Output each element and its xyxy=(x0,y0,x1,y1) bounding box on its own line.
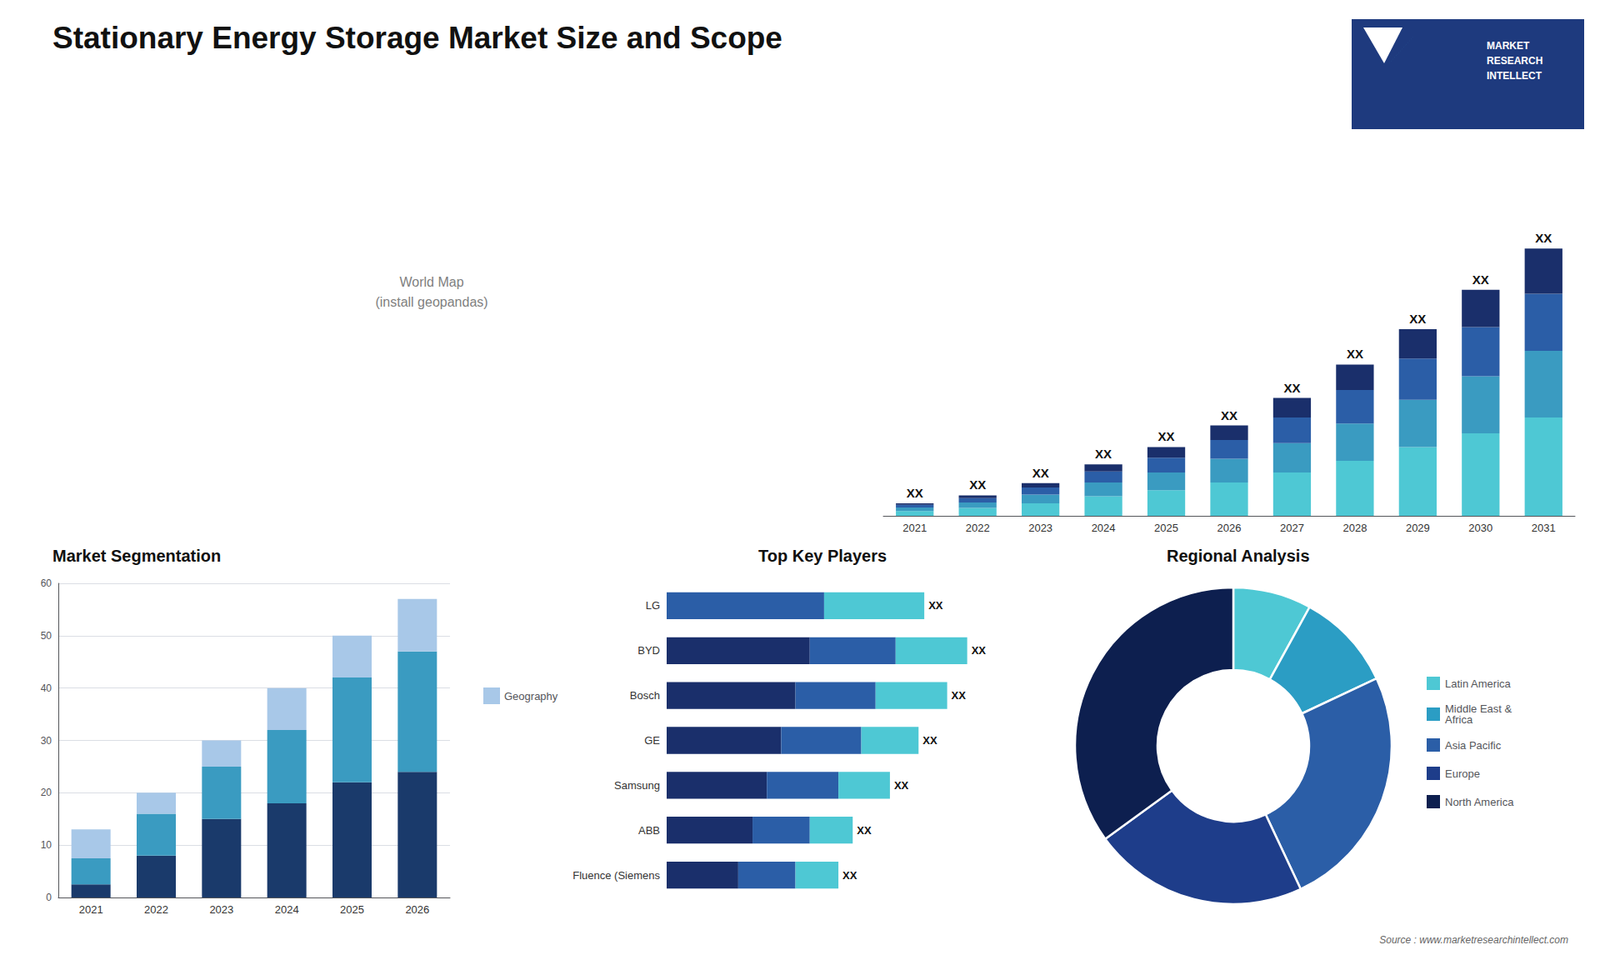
svg-text:Top Key Players: Top Key Players xyxy=(758,546,887,565)
svg-text:Asia Pacific: Asia Pacific xyxy=(1445,739,1502,752)
svg-text:2030: 2030 xyxy=(1468,521,1493,535)
svg-text:Fluence (Siemens: Fluence (Siemens xyxy=(572,869,660,882)
svg-text:30: 30 xyxy=(40,735,53,747)
svg-text:10: 10 xyxy=(40,839,53,851)
svg-text:XX: XX xyxy=(1283,380,1300,395)
svg-text:2023: 2023 xyxy=(209,903,234,916)
svg-text:2028: 2028 xyxy=(1342,521,1367,535)
svg-text:Bosch: Bosch xyxy=(630,689,660,702)
svg-text:40: 40 xyxy=(40,682,53,695)
svg-text:XX: XX xyxy=(969,477,986,492)
svg-text:XX: XX xyxy=(951,689,967,702)
svg-text:XX: XX xyxy=(922,734,938,747)
svg-text:Geography: Geography xyxy=(504,690,559,703)
svg-text:ABB: ABB xyxy=(638,824,660,837)
svg-text:Regional Analysis: Regional Analysis xyxy=(1166,546,1310,565)
svg-text:Samsung: Samsung xyxy=(614,779,660,792)
svg-text:2021: 2021 xyxy=(79,903,104,916)
svg-text:BYD: BYD xyxy=(637,644,660,657)
svg-text:2022: 2022 xyxy=(144,903,169,916)
svg-text:XX: XX xyxy=(928,599,944,612)
svg-text:2025: 2025 xyxy=(340,903,365,916)
svg-text:XX: XX xyxy=(1032,465,1050,480)
svg-text:2029: 2029 xyxy=(1405,521,1430,535)
svg-text:2022: 2022 xyxy=(965,521,990,535)
svg-text:World Map: World Map xyxy=(399,275,464,290)
svg-text:Stationary Energy Storage Mark: Stationary Energy Storage Market Size an… xyxy=(52,20,783,55)
svg-text:0: 0 xyxy=(45,891,52,904)
svg-text:GE: GE xyxy=(644,734,660,747)
svg-text:RESEARCH: RESEARCH xyxy=(1486,55,1543,67)
svg-text:Europe: Europe xyxy=(1445,767,1480,780)
svg-text:2027: 2027 xyxy=(1280,521,1305,535)
svg-text:North America: North America xyxy=(1445,795,1515,809)
svg-text:LG: LG xyxy=(645,599,660,612)
svg-text:XX: XX xyxy=(1158,429,1175,444)
svg-text:Latin America: Latin America xyxy=(1445,677,1512,690)
svg-text:2021: 2021 xyxy=(902,521,927,535)
svg-text:50: 50 xyxy=(40,630,53,642)
svg-text:Market Segmentation: Market Segmentation xyxy=(52,546,221,565)
svg-text:INTELLECT: INTELLECT xyxy=(1486,70,1543,82)
svg-text:XX: XX xyxy=(1409,311,1426,326)
svg-text:XX: XX xyxy=(1472,272,1490,287)
svg-text:2024: 2024 xyxy=(1091,521,1116,535)
svg-text:XX: XX xyxy=(1535,230,1552,245)
svg-text:XX: XX xyxy=(1220,408,1238,423)
svg-text:XX: XX xyxy=(856,824,872,837)
svg-text:20: 20 xyxy=(40,786,53,799)
svg-text:2025: 2025 xyxy=(1154,521,1179,535)
svg-text:Source : www.marketresearchint: Source : www.marketresearchintellect.com xyxy=(1379,934,1569,946)
svg-text:Africa: Africa xyxy=(1445,713,1474,726)
svg-text:2024: 2024 xyxy=(275,903,300,916)
svg-text:2031: 2031 xyxy=(1531,521,1556,535)
svg-text:2023: 2023 xyxy=(1028,521,1053,535)
svg-text:MARKET: MARKET xyxy=(1486,40,1530,52)
svg-text:XX: XX xyxy=(842,869,858,882)
svg-text:Middle East &: Middle East & xyxy=(1445,702,1512,715)
svg-text:60: 60 xyxy=(40,577,53,590)
svg-text:XX: XX xyxy=(906,485,924,500)
svg-text:XX: XX xyxy=(971,644,987,657)
svg-text:XX: XX xyxy=(894,779,910,792)
svg-text:XX: XX xyxy=(1346,346,1364,361)
svg-text:(install geopandas): (install geopandas) xyxy=(375,295,488,310)
svg-text:XX: XX xyxy=(1095,446,1112,461)
svg-text:2026: 2026 xyxy=(1217,521,1242,535)
svg-text:2026: 2026 xyxy=(405,903,430,916)
